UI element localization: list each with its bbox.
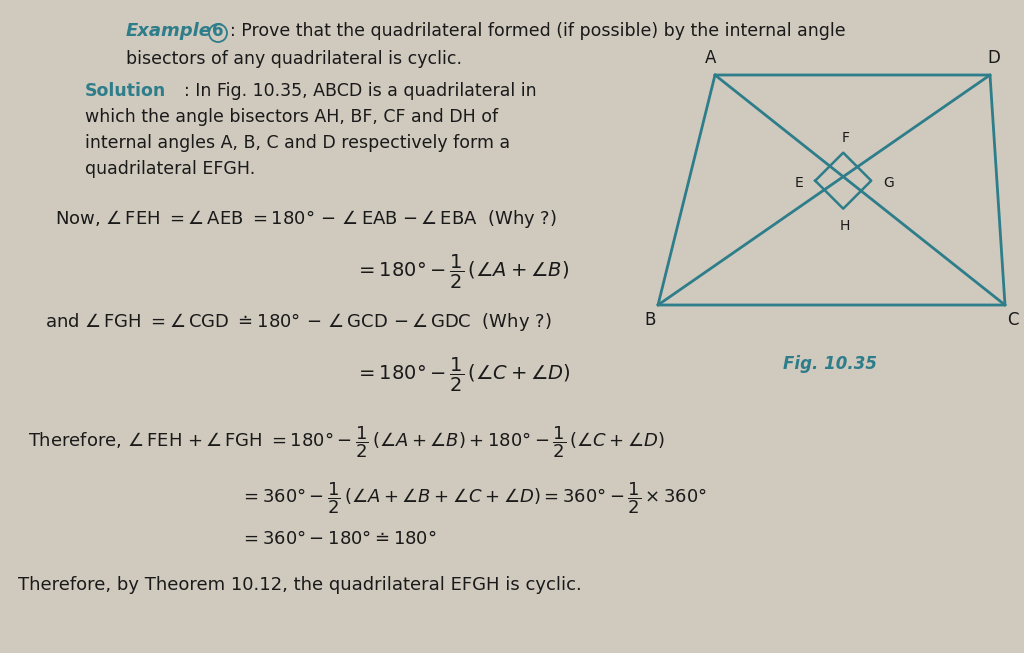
Text: Solution: Solution (85, 82, 166, 100)
Text: $= 180° - \dfrac{1}{2}\,(\angle A + \angle B)$: $= 180° - \dfrac{1}{2}\,(\angle A + \ang… (355, 253, 569, 291)
Text: bisectors of any quadrilateral is cyclic.: bisectors of any quadrilateral is cyclic… (126, 50, 462, 68)
Text: $= 180° - \dfrac{1}{2}\,(\angle C + \angle D)$: $= 180° - \dfrac{1}{2}\,(\angle C + \ang… (355, 356, 571, 394)
Text: internal angles A, B, C and D respectively form a: internal angles A, B, C and D respective… (85, 134, 510, 152)
Text: Therefore, $\angle\,$FEH $+\,\angle\,$FGH $= 180° - \dfrac{1}{2}\,(\angle A + \a: Therefore, $\angle\,$FEH $+\,\angle\,$FG… (28, 424, 665, 460)
Text: : In Fig. 10.35, ABCD is a quadrilateral in: : In Fig. 10.35, ABCD is a quadrilateral… (184, 82, 537, 100)
Text: quadrilateral EFGH.: quadrilateral EFGH. (85, 160, 255, 178)
Text: G: G (884, 176, 894, 189)
Text: A: A (706, 49, 717, 67)
Text: B: B (644, 311, 655, 329)
Text: $= 360° - \dfrac{1}{2}\,(\angle A + \angle B + \angle C + \angle D) = 360° - \df: $= 360° - \dfrac{1}{2}\,(\angle A + \ang… (240, 480, 708, 516)
Text: : Prove that the quadrilateral formed (if possible) by the internal angle: : Prove that the quadrilateral formed (i… (230, 22, 846, 40)
Text: E: E (795, 176, 803, 189)
Text: and $\angle\,$FGH $= \angle\,$CGD $\doteq 180°\,-\,\angle\,$GCD $-\,\angle\,$GDC: and $\angle\,$FGH $= \angle\,$CGD $\dote… (45, 311, 552, 333)
Text: D: D (987, 49, 1000, 67)
Text: Fig. 10.35: Fig. 10.35 (783, 355, 877, 373)
Text: F: F (841, 131, 849, 145)
Text: 6: 6 (212, 22, 224, 40)
Text: C: C (1008, 311, 1019, 329)
Text: Therefore, by Theorem 10.12, the quadrilateral EFGH is cyclic.: Therefore, by Theorem 10.12, the quadril… (18, 576, 582, 594)
Text: Example: Example (126, 22, 212, 40)
Text: which the angle bisectors AH, BF, CF and DH of: which the angle bisectors AH, BF, CF and… (85, 108, 498, 126)
Text: H: H (840, 219, 850, 232)
Text: $= 360° - 180° \doteq 180°$: $= 360° - 180° \doteq 180°$ (240, 530, 436, 548)
Text: Now, $\angle\,$FEH $= \angle\,$AEB $= 180°\,-\,\angle\,$EAB $-\,\angle\,$EBA  (W: Now, $\angle\,$FEH $= \angle\,$AEB $= 18… (55, 208, 557, 230)
